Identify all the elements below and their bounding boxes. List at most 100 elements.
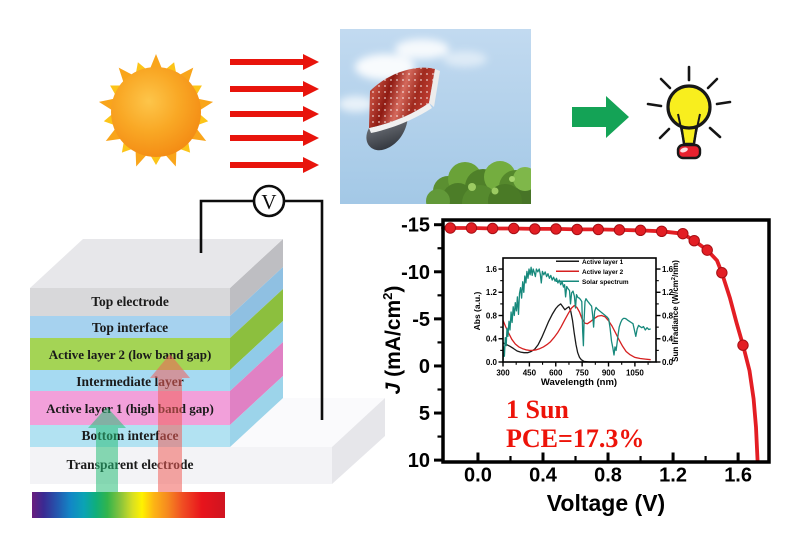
sun-ray bbox=[149, 54, 163, 71]
device-stack: Top electrode Top interface Active layer… bbox=[30, 239, 385, 518]
inset-left-tick-label: 1.2 bbox=[486, 288, 498, 297]
stack-top-face bbox=[30, 239, 283, 288]
layer-front-top-electrode bbox=[30, 288, 230, 316]
light-arrow-green bbox=[88, 407, 126, 492]
layer-side-active-layer-1 bbox=[230, 342, 283, 425]
inset-right-tick-label: 0.0 bbox=[662, 358, 674, 367]
inset-curve bbox=[502, 304, 651, 361]
inset-left-tick-label: 0.8 bbox=[486, 311, 498, 320]
jv-yaxis-title: J (mA/cm2) bbox=[380, 286, 405, 395]
jv-data-point bbox=[444, 222, 457, 234]
voltmeter bbox=[252, 184, 286, 218]
x-tick-label: 0.8 bbox=[594, 465, 622, 487]
inset-x-tick-label: 300 bbox=[496, 369, 510, 378]
photon-arrow bbox=[230, 54, 319, 70]
panel-cell-grid bbox=[369, 67, 435, 128]
inset-curve bbox=[502, 266, 651, 361]
jv-data-point bbox=[701, 244, 713, 256]
legend-label: Active layer 2 bbox=[582, 269, 624, 276]
jv-data-point bbox=[737, 339, 749, 351]
inset-x-tick-label: 600 bbox=[549, 369, 563, 378]
jv-plot-frame bbox=[441, 218, 771, 464]
layer-front-active-layer-2 bbox=[30, 338, 230, 370]
bulb-rays bbox=[646, 65, 732, 140]
tree bbox=[426, 161, 531, 204]
circuit-wires bbox=[199, 199, 324, 420]
inset-left-yaxis-title: Abs (a.u.) bbox=[472, 291, 482, 330]
jv-data-point bbox=[688, 235, 700, 247]
sun-ray bbox=[118, 67, 135, 85]
legend-label: Active layer 1 bbox=[582, 259, 624, 266]
inset-right-tick-label: 1.2 bbox=[662, 288, 674, 297]
jv-data-point bbox=[634, 224, 647, 237]
jv-xaxis-title: Voltage (V) bbox=[547, 490, 665, 516]
inset-x-tick-label: 450 bbox=[523, 369, 537, 378]
substrate-top-face bbox=[230, 398, 385, 447]
voltmeter-circuit: V bbox=[199, 184, 324, 420]
inset-left-tick-label: 1.6 bbox=[486, 265, 498, 274]
jv-data-point bbox=[550, 223, 562, 235]
inset-plot-background bbox=[503, 258, 656, 362]
inset-right-tick-label: 0.4 bbox=[662, 335, 674, 344]
x-tick-label: 1.2 bbox=[659, 465, 687, 487]
y-tick-label: -10 bbox=[401, 262, 430, 284]
inset-legend: Active layer 1 Active layer 2 Solar spectr… bbox=[556, 259, 629, 286]
light-bulb-icon bbox=[646, 65, 732, 160]
light-spectrum-bar bbox=[32, 492, 225, 518]
annotation-illumination: 1 Sun bbox=[506, 395, 569, 424]
photon-arrow bbox=[230, 130, 319, 146]
y-tick-label: 5 bbox=[419, 403, 430, 425]
legend-label: Solar spectrum bbox=[582, 279, 629, 286]
y-tick-label: -5 bbox=[412, 309, 430, 331]
inset-left-tick-label: 0.4 bbox=[486, 335, 498, 344]
jv-data-point bbox=[529, 223, 541, 235]
inset-x-tick-label: 900 bbox=[602, 369, 616, 378]
jv-data-point bbox=[486, 222, 499, 235]
inset-curve bbox=[502, 303, 651, 363]
inset-xaxis-title: Wavelength (nm) bbox=[541, 377, 617, 388]
panel-white-edge bbox=[429, 69, 440, 107]
inset-plot-frame bbox=[502, 257, 657, 363]
jv-data-point bbox=[613, 224, 626, 236]
y-tick-label: 0 bbox=[419, 356, 430, 378]
jv-data-point bbox=[677, 227, 689, 240]
layer-side-active-layer-2 bbox=[230, 289, 283, 370]
inset-right-yaxis-title: Sun Irradiance (W/cm2/nm) bbox=[671, 260, 680, 362]
photon-arrow bbox=[230, 106, 319, 122]
substrate-right-face bbox=[332, 398, 385, 484]
x-tick-label: 1.6 bbox=[724, 465, 752, 487]
flexible-panel bbox=[366, 67, 440, 151]
bulb-filament bbox=[677, 113, 701, 143]
layer-label-active-layer-2: Active layer 2 (low band gap) bbox=[49, 347, 212, 362]
sun-icon bbox=[98, 54, 214, 167]
jv-data-point bbox=[508, 222, 520, 235]
flexible-solar-cell-photo bbox=[340, 29, 531, 204]
x-tick-label: 0.0 bbox=[464, 465, 492, 487]
photon-arrow bbox=[230, 157, 319, 173]
x-tick-label: 0.4 bbox=[529, 465, 558, 487]
inset-left-tick-label: 0.0 bbox=[486, 358, 498, 367]
jv-data-point bbox=[655, 225, 668, 237]
absorption-inset-chart: 300 450 600 750 900 1050 0.0 0.0 0.4 0.4 0.8 0.8 1.2… bbox=[472, 257, 680, 388]
inset-right-tick-label: 0.8 bbox=[662, 311, 674, 320]
bulb-glass bbox=[666, 84, 712, 130]
sun-body bbox=[111, 67, 201, 157]
layer-side-top-electrode bbox=[230, 239, 283, 316]
output-arrow-icon bbox=[572, 96, 629, 138]
bulb-base-highlight bbox=[680, 147, 688, 153]
annotation-pce: PCE=17.3% bbox=[506, 424, 644, 453]
inset-x-tick-label: 750 bbox=[575, 369, 589, 378]
layer-front-active-layer-1 bbox=[30, 391, 230, 425]
photon-arrows bbox=[230, 54, 319, 173]
photon-arrow bbox=[230, 81, 319, 97]
panel-bottom-edge bbox=[369, 103, 432, 133]
light-arrow-red bbox=[150, 354, 190, 492]
voltmeter-label: V bbox=[261, 190, 276, 214]
y-tick-label: -15 bbox=[401, 215, 430, 237]
layer-side-bottom-interface bbox=[230, 376, 283, 447]
layer-label-top-electrode: Top electrode bbox=[91, 294, 169, 309]
layer-side-top-interface bbox=[230, 267, 283, 338]
inset-right-tick-label: 1.6 bbox=[662, 265, 674, 274]
